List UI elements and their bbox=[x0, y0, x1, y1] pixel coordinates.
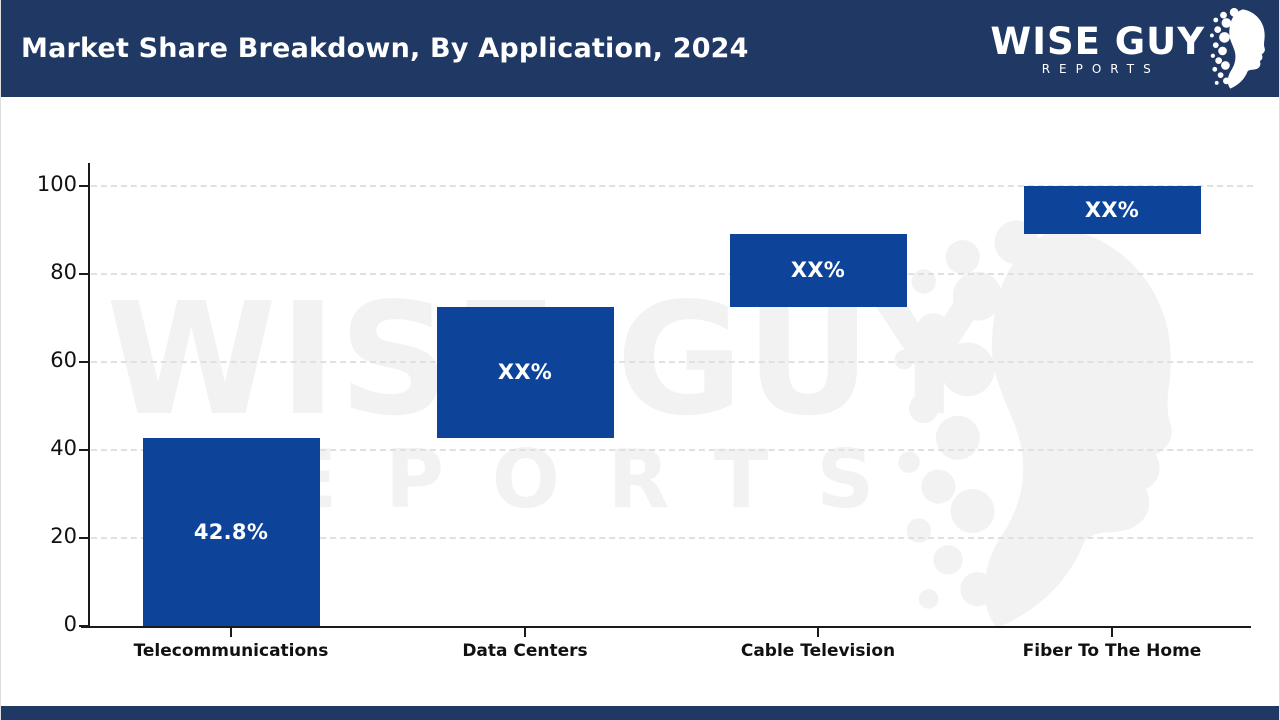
bar-cable-television: XX% bbox=[729, 233, 907, 307]
brand-logo: WISE GUY REPORTS bbox=[990, 7, 1267, 91]
y-axis-tick bbox=[79, 273, 89, 275]
x-axis-tick bbox=[230, 628, 232, 637]
y-axis-tick bbox=[79, 625, 89, 627]
bar-data-centers: XX% bbox=[436, 307, 614, 438]
x-axis-category-label: Telecommunications bbox=[133, 641, 329, 661]
bar-value-label: XX% bbox=[497, 360, 553, 385]
y-axis-tick-label: 20 bbox=[50, 524, 77, 548]
x-axis-tick bbox=[524, 628, 526, 637]
y-axis-tick-label: 40 bbox=[50, 436, 77, 460]
bar-value-label: XX% bbox=[790, 258, 846, 283]
gridline bbox=[91, 273, 1253, 275]
x-axis-category-label: Data Centers bbox=[462, 641, 588, 661]
y-axis-tick-label: 80 bbox=[50, 260, 77, 284]
watermark-face-icon bbox=[886, 218, 1186, 638]
x-axis-category-label: Fiber To The Home bbox=[1022, 641, 1202, 661]
y-axis-line bbox=[88, 163, 90, 628]
x-axis-line bbox=[81, 626, 1251, 628]
y-axis-tick bbox=[79, 361, 89, 363]
y-axis-tick bbox=[79, 537, 89, 539]
bar-telecommunications: 42.8% bbox=[142, 437, 320, 626]
y-axis-tick-label: 0 bbox=[63, 612, 77, 636]
y-axis-tick-label: 100 bbox=[36, 172, 77, 196]
x-axis-tick bbox=[817, 628, 819, 637]
x-axis-category-label: Cable Television bbox=[740, 641, 896, 661]
bar-value-label: XX% bbox=[1084, 197, 1140, 222]
brand-name: WISE GUY bbox=[990, 19, 1205, 63]
gridline bbox=[91, 361, 1253, 363]
bar-value-label: 42.8% bbox=[193, 519, 269, 544]
y-axis-tick bbox=[79, 185, 89, 187]
x-axis-tick bbox=[1111, 628, 1113, 637]
bar-fiber-to-the-home: XX% bbox=[1023, 186, 1201, 234]
gridline bbox=[91, 537, 1253, 539]
chart-title: Market Share Breakdown, By Application, … bbox=[21, 33, 749, 64]
header-bar: Market Share Breakdown, By Application, … bbox=[1, 0, 1279, 97]
footer-bar bbox=[1, 706, 1279, 720]
brand-subtitle: REPORTS bbox=[1041, 61, 1160, 76]
brand-logo-text: WISE GUY REPORTS bbox=[990, 23, 1205, 75]
y-axis-tick bbox=[79, 449, 89, 451]
gridline bbox=[91, 185, 1253, 187]
gridline bbox=[91, 449, 1253, 451]
y-axis-tick-label: 60 bbox=[50, 348, 77, 372]
face-profile-logo-icon bbox=[1209, 7, 1267, 91]
